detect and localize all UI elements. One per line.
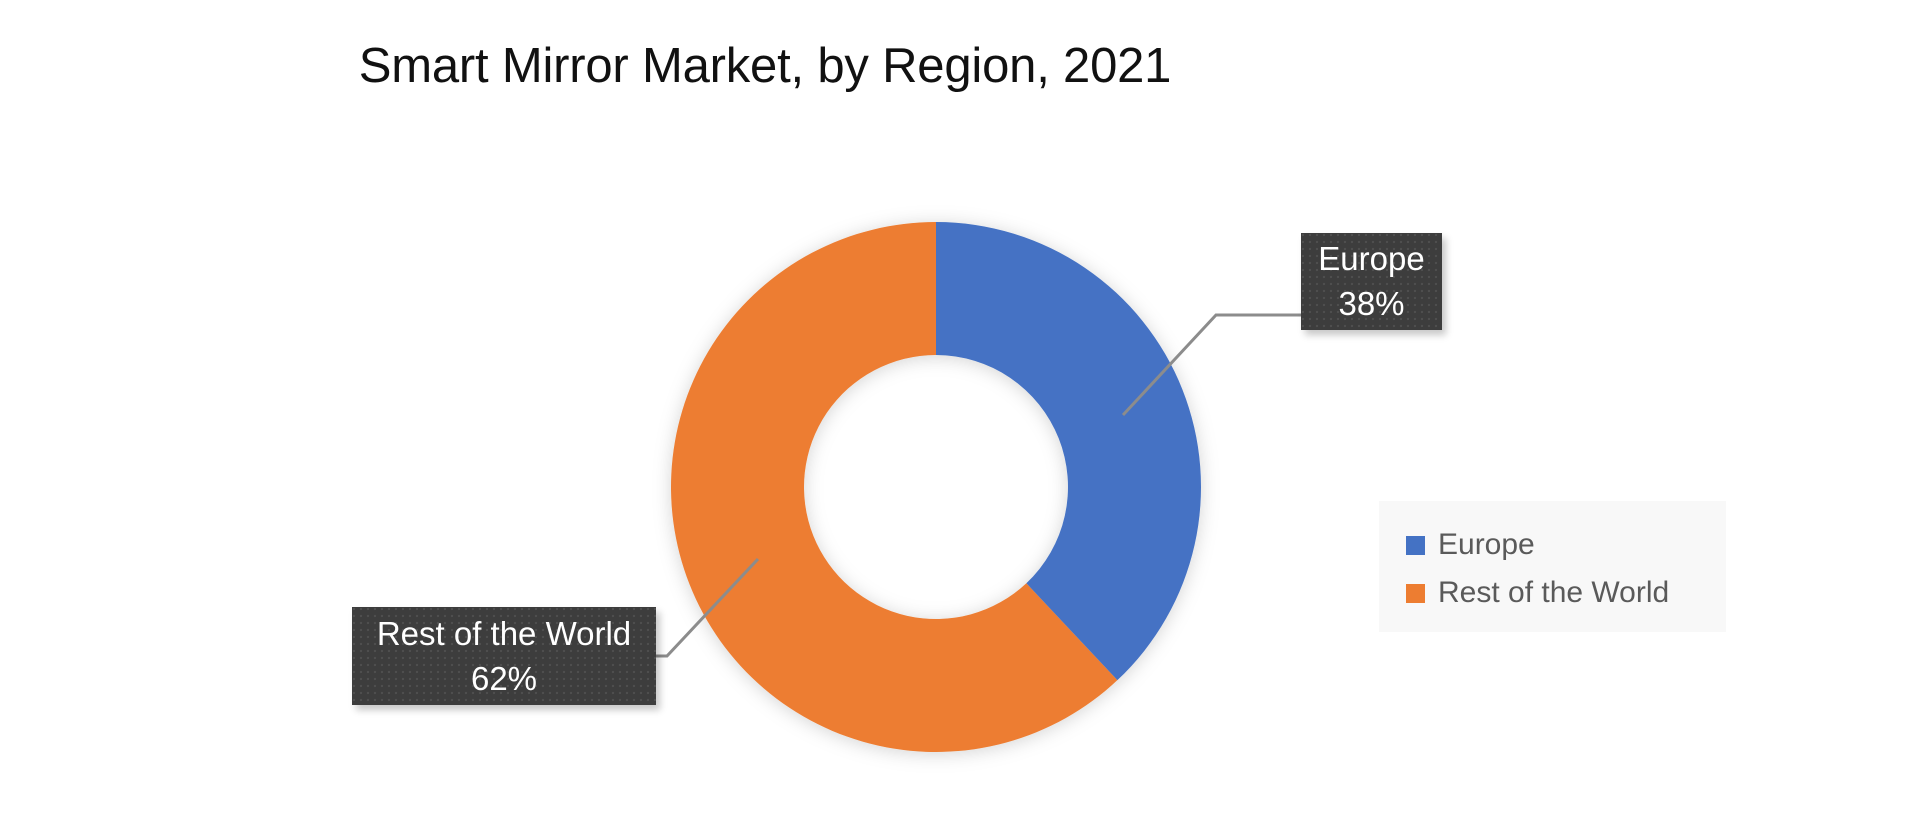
callout-europe[interactable]: Europe 38% xyxy=(1301,233,1442,330)
callout-europe-name: Europe xyxy=(1318,240,1425,277)
legend: Europe Rest of the World xyxy=(1379,501,1726,632)
legend-item-label: Europe xyxy=(1438,528,1535,561)
page-title: Smart Mirror Market, by Region, 2021 xyxy=(358,39,1172,93)
legend-item-rest-of-the-world[interactable]: Rest of the World xyxy=(1406,571,1726,615)
legend-swatch-icon xyxy=(1406,535,1425,555)
donut-slice-europe[interactable] xyxy=(936,222,1201,681)
callout-rest-of-the-world-value: 62% xyxy=(470,660,538,697)
legend-item-europe[interactable]: Europe xyxy=(1406,523,1726,567)
callout-europe-value: 38% xyxy=(1338,285,1405,322)
callout-rest-of-the-world-name: Rest of the World xyxy=(376,615,632,652)
legend-item-label: Rest of the World xyxy=(1438,576,1670,609)
callout-rest-of-the-world[interactable]: Rest of the World 62% xyxy=(352,607,656,705)
donut-slice-rest-of-the-world[interactable] xyxy=(670,222,1118,752)
legend-swatch-icon xyxy=(1406,583,1425,603)
leader-line-europe xyxy=(1121,313,1301,417)
leader-line-rest-of-the-world xyxy=(656,557,760,658)
